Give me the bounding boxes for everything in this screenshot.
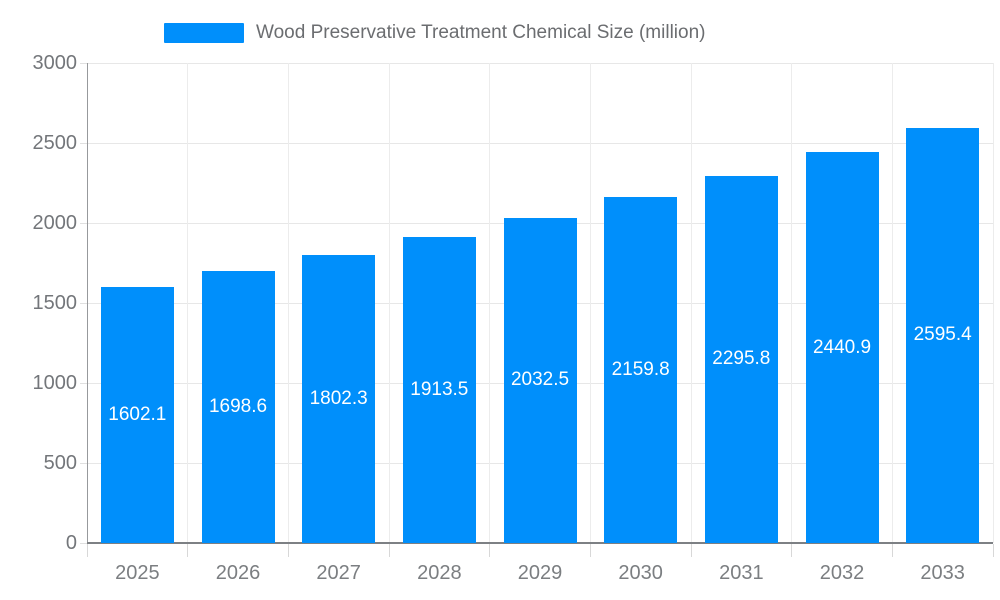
gridline-vertical (589, 63, 591, 543)
bar-value-label: 1913.5 (410, 378, 469, 400)
x-axis-tick (992, 544, 994, 557)
y-axis-line (87, 63, 88, 543)
x-axis-tick (287, 544, 289, 557)
gridline-vertical (690, 63, 692, 543)
x-axis-tick-label: 2028 (417, 562, 462, 584)
y-axis-tick-label: 0 (65, 532, 77, 554)
gridline-vertical (287, 63, 289, 543)
y-axis-tick (80, 142, 87, 144)
bar-2030[interactable]: 2159.8 (604, 197, 678, 543)
y-axis-tick-label: 1000 (32, 372, 78, 394)
legend-label: Wood Preservative Treatment Chemical Siz… (256, 22, 706, 43)
bar-2032[interactable]: 2440.9 (805, 152, 879, 543)
bar-2033[interactable]: 2595.4 (906, 127, 980, 543)
gridline-vertical (388, 63, 390, 543)
x-axis-tick-label: 2032 (819, 562, 865, 584)
gridline-vertical (992, 63, 994, 543)
bar-value-label: 1602.1 (108, 403, 167, 425)
y-axis-tick (80, 222, 87, 224)
x-axis-tick (690, 544, 692, 557)
bar-value-label: 2032.5 (510, 369, 570, 391)
gridline-vertical (891, 63, 893, 543)
x-axis-tick-label: 2025 (115, 562, 160, 584)
x-axis-tick-label: 2030 (618, 562, 663, 584)
bar-value-label: 1802.3 (309, 387, 368, 409)
y-axis-tick (80, 462, 87, 464)
x-axis-tick (589, 544, 591, 557)
legend-swatch (164, 23, 244, 43)
x-axis-tick (187, 544, 189, 557)
y-axis-tick (80, 382, 87, 384)
bar-2028[interactable]: 1913.5 (402, 236, 476, 543)
gridline-vertical (187, 63, 189, 543)
y-axis-tick-label: 1500 (32, 292, 78, 314)
gridline-vertical (489, 63, 491, 543)
bar-2026[interactable]: 1698.6 (201, 271, 275, 543)
y-axis-tick-label: 2500 (32, 132, 78, 154)
bar-value-label: 2159.8 (611, 359, 670, 381)
x-axis-tick-label: 2033 (920, 562, 965, 584)
bar-value-label: 2440.9 (812, 336, 872, 358)
y-axis-tick-label: 2000 (32, 212, 78, 234)
y-axis-tick-label: 500 (43, 452, 77, 474)
x-axis-tick (388, 544, 390, 557)
y-axis-tick (80, 302, 87, 304)
gridline-horizontal (87, 142, 993, 144)
x-axis-tick (891, 544, 893, 557)
bar-2029[interactable]: 2032.5 (503, 217, 577, 543)
y-axis-tick-label: 3000 (32, 52, 78, 74)
y-axis-tick (80, 62, 87, 64)
legend-item[interactable]: Wood Preservative Treatment Chemical Siz… (164, 20, 705, 46)
bar-value-label: 2295.8 (712, 348, 771, 370)
bar-2027[interactable]: 1802.3 (302, 254, 376, 543)
bar-value-label: 2595.4 (913, 324, 972, 346)
y-axis-tick (80, 542, 87, 544)
x-axis-tick (791, 544, 793, 557)
bar-2031[interactable]: 2295.8 (704, 175, 778, 543)
x-axis-tick (86, 544, 88, 557)
x-axis-line (87, 542, 993, 544)
x-axis-tick (489, 544, 491, 557)
bar-value-label: 1698.6 (208, 396, 268, 418)
gridline-horizontal (87, 62, 993, 64)
gridline-vertical (791, 63, 793, 543)
x-axis-tick-label: 2031 (719, 562, 764, 584)
x-axis-tick-label: 2027 (316, 562, 361, 584)
x-axis-tick-label: 2029 (517, 562, 563, 584)
bar-2025[interactable]: 1602.1 (100, 286, 174, 543)
x-axis-tick-label: 2026 (215, 562, 261, 584)
